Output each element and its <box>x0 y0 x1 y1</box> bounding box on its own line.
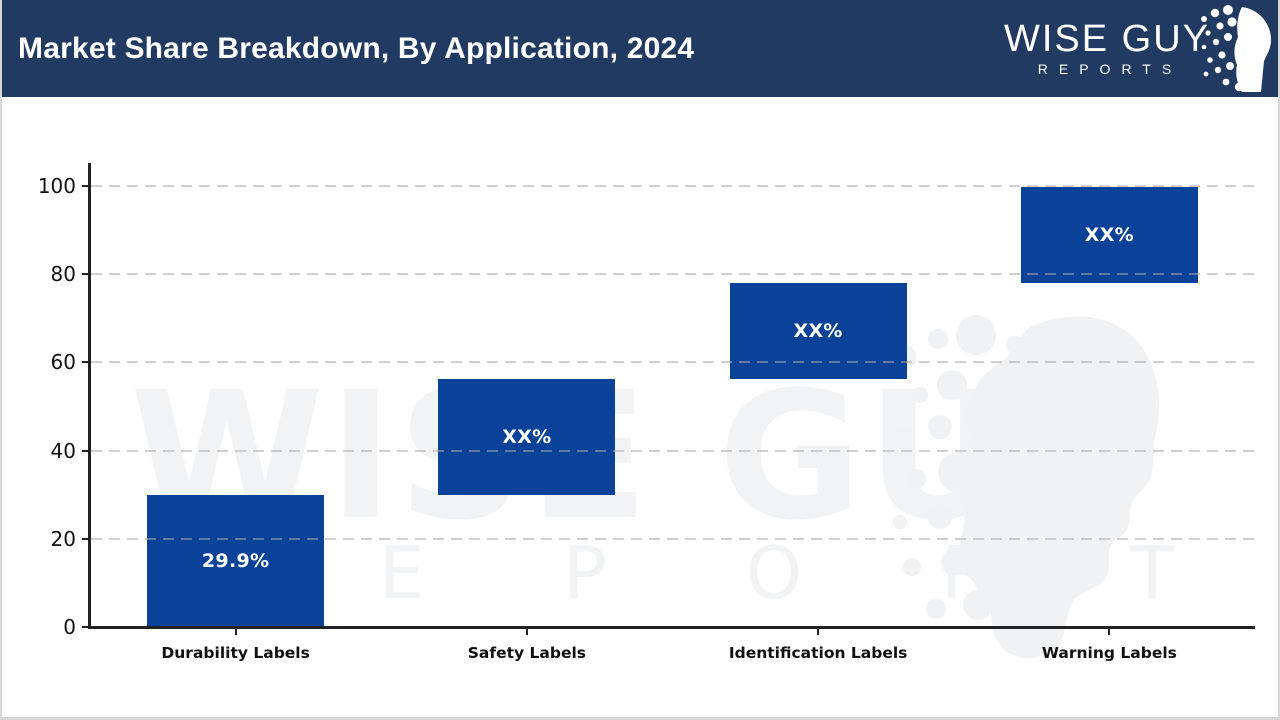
x-tick-mark <box>525 628 528 635</box>
logo-face-icon <box>1201 4 1272 92</box>
y-tick-mark <box>82 361 90 364</box>
y-tick-mark <box>82 626 90 628</box>
y-axis <box>88 163 91 629</box>
x-tick-mark <box>817 628 820 635</box>
y-tick-mark <box>82 273 90 276</box>
logo-wise-guy-text: WISE GUY <box>1003 18 1210 60</box>
y-tick-label: 100 <box>37 174 76 198</box>
plot: 0 20 40 60 80 100 29.9% Durability Labels XX% Saf… <box>2 97 1278 717</box>
bar: XX% <box>1020 186 1198 283</box>
y-tick-label: 40 <box>50 438 76 463</box>
chart-area: WISE GUY R E P O R T S 02040608010029.9%… <box>2 97 1278 717</box>
x-tick-mark <box>234 628 237 635</box>
gridline <box>91 185 1255 187</box>
y-tick-mark <box>82 185 90 187</box>
x-tick-label: Identification Labels <box>728 644 908 662</box>
wise-guy-logo: WISE GUY REPORTS <box>1004 4 1278 94</box>
logo-text: WISE GUY REPORTS <box>1004 20 1210 77</box>
bar: 29.9% <box>147 495 325 627</box>
x-tick-label: Safety Labels <box>467 644 587 662</box>
x-axis <box>88 626 1255 629</box>
bar-value-label: XX% <box>793 319 843 342</box>
x-tick-label: Durability Labels <box>161 644 310 662</box>
bar-value-label: XX% <box>502 426 552 449</box>
y-tick-label: 20 <box>50 526 76 551</box>
bar: XX% <box>438 379 616 496</box>
y-tick-label: 60 <box>50 350 76 375</box>
watermark-face-icon <box>888 315 1160 659</box>
bar: XX% <box>729 282 907 380</box>
logo-reports-text: REPORTS <box>1037 61 1183 77</box>
bar-value-label: 29.9% <box>201 550 270 573</box>
gridline <box>91 537 1255 540</box>
header: Market Share Breakdown, By Application, … <box>2 0 1278 97</box>
page-title: Market Share Breakdown, By Application, … <box>18 31 695 65</box>
y-tick-mark <box>82 449 90 452</box>
x-tick-label: Warning Labels <box>1041 644 1177 662</box>
y-tick-mark <box>82 537 90 540</box>
bar-value-label: XX% <box>1084 223 1134 246</box>
gridline <box>91 361 1255 364</box>
y-tick-label: 80 <box>50 262 76 287</box>
gridline <box>91 449 1255 452</box>
y-tick-label: 0 <box>63 615 76 639</box>
gridline <box>91 273 1255 276</box>
x-tick-mark <box>1108 628 1111 635</box>
